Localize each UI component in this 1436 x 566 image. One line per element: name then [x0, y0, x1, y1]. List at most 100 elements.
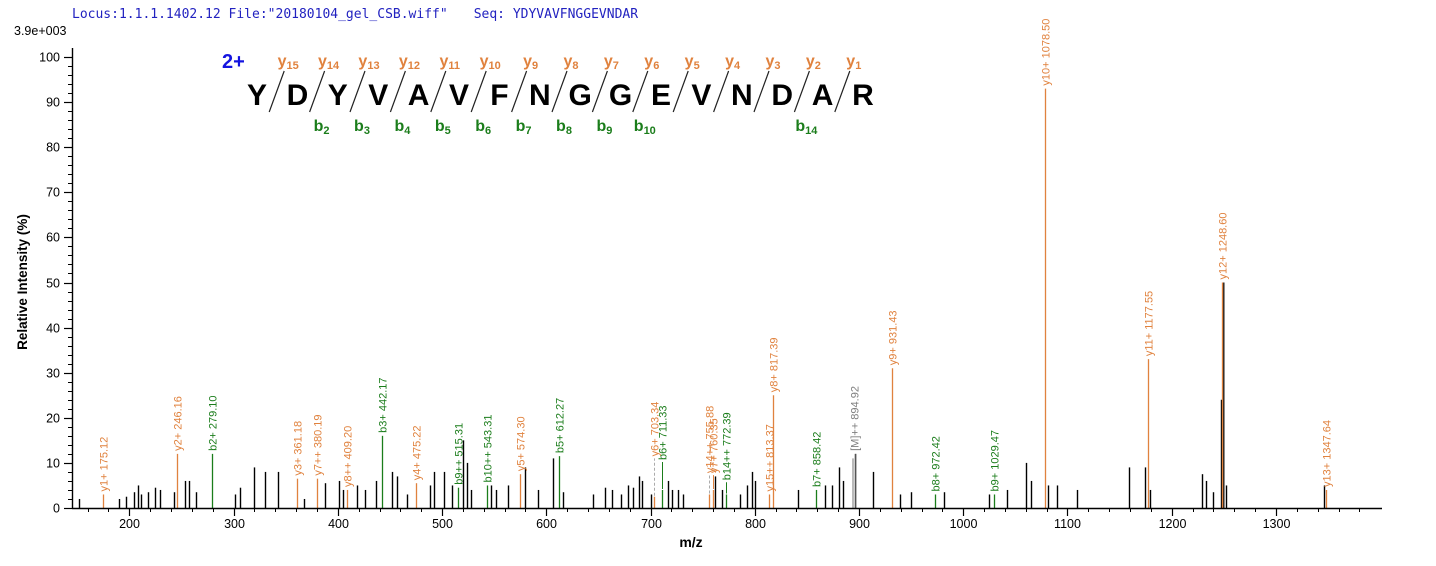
peak-label: b7+ 858.42: [812, 432, 824, 487]
fragment-slash: [753, 70, 770, 113]
residue-letter: V: [449, 79, 469, 112]
y-ion-mark: y7: [604, 53, 619, 72]
fragment-slash: [672, 70, 689, 113]
peak-label: b2+ 279.10: [208, 396, 220, 451]
fragment-slash: [511, 70, 528, 113]
peak-label: [M]++ 894.92: [850, 386, 862, 451]
labeled-peaks: y1+ 175.12 y2+ 246.16 b2+ 279.10 y3+ 361.18…: [99, 19, 1334, 508]
x-tick-label: 200: [119, 517, 140, 531]
x-tick-label: 1000: [950, 517, 978, 531]
residue-letter: E: [651, 79, 671, 112]
y-tick-label: 90: [46, 96, 60, 110]
labeled-peak-y13: y13+ 1347.64: [1322, 420, 1334, 508]
x-tick-label: 500: [432, 517, 453, 531]
labeled-peak-y14: y14++ 755.88: [705, 406, 717, 508]
labeled-peak-b2: b2+ 279.10: [208, 396, 220, 508]
y-ion-mark: y12: [399, 53, 420, 72]
fragment-slash: [632, 70, 649, 113]
fragment-slash: [793, 70, 810, 113]
y-ion-mark: y8: [563, 53, 578, 72]
fragment-slash: [430, 70, 447, 113]
residue-letter: D: [771, 79, 793, 112]
residue-letter: A: [812, 79, 834, 112]
y-ion-mark: y4: [725, 53, 741, 72]
labeled-peak-y10: y10+ 1078.50: [1041, 19, 1053, 508]
peak-label: y2+ 246.16: [173, 396, 185, 451]
labeled-peak-b14: b14++ 772.39: [722, 412, 734, 508]
x-tick-label: 800: [745, 517, 766, 531]
labeled-peak-y3: y3+ 361.18: [293, 421, 305, 508]
b-ion-mark: b8: [556, 118, 572, 137]
x-tick-label: 1300: [1263, 517, 1291, 531]
b-ion-mark: b3: [354, 118, 370, 137]
peak-label: y5+ 574.30: [516, 416, 528, 471]
unlabeled-peaks: [78, 399, 1326, 508]
labeled-peak-y2: y2+ 246.16: [173, 396, 185, 508]
peak-label: b3+ 442.17: [378, 377, 390, 432]
labeled-peak-b9: b9++ 515.31: [454, 423, 466, 508]
peak-label: y10+ 1078.50: [1041, 19, 1053, 86]
residue-letter: G: [569, 79, 592, 112]
fragment-slash: [591, 70, 608, 113]
labeled-peak-y7: y7++ 380.19: [313, 415, 325, 508]
b-ion-mark: b4: [394, 118, 411, 137]
b-ion-mark: b14: [795, 118, 818, 137]
fragment-slash: [389, 70, 406, 113]
residue-letter: N: [731, 79, 753, 112]
y-tick-label: 30: [46, 367, 60, 381]
labeled-peak-y7: y7+ 760.35: [709, 418, 721, 508]
header: Locus:1.1.1.1402.12 File:"20180104_gel_C…: [72, 7, 638, 22]
y-ion-mark: y14: [318, 53, 340, 72]
y-tick-label: 100: [39, 51, 60, 65]
sequence-header-text: Seq: YDYVAVFNGGEVNDAR: [473, 7, 639, 22]
labeled-peak-y15: y15++ 813.37: [765, 424, 777, 508]
y-tick-label: 80: [46, 141, 60, 155]
labeled-peak-y5: y5+ 574.30: [516, 416, 528, 508]
precursor-charge-label: 2+: [222, 51, 245, 73]
fragment-slash: [713, 70, 730, 113]
axes: 200 300 400 500 600 700 800 900 1000 1100 1200 1300…: [15, 48, 1382, 550]
labeled-peak-y8: y8+ 817.39: [769, 338, 781, 508]
peak-label: b6+ 711.33: [658, 405, 670, 460]
peak-label: b10++ 543.31: [483, 415, 495, 483]
peak-label: y12+ 1248.60: [1218, 213, 1230, 280]
peak-label: y15++ 813.37: [765, 424, 777, 491]
peak-label: b5+ 612.27: [555, 398, 567, 453]
b-ion-mark: b9: [596, 118, 612, 137]
y-tick-label: 10: [46, 457, 60, 471]
fragment-slash: [551, 70, 568, 113]
x-axis-title: m/z: [679, 534, 702, 550]
peak-label: y14++ 755.88: [705, 406, 717, 473]
labeled-peak-b6: b6+ 711.33: [658, 405, 670, 508]
y-ion-mark: y10: [480, 53, 501, 72]
labeled-peak-b10: b10++ 543.31: [483, 415, 495, 508]
peak-label: y8++ 409.20: [343, 426, 355, 487]
labeled-peak-b5: b5+ 612.27: [555, 398, 567, 508]
y-tick-label: 40: [46, 322, 60, 336]
y-ion-mark: y15: [278, 53, 299, 72]
y-tick-label: 70: [46, 186, 60, 200]
b-ion-mark: b10: [634, 118, 656, 137]
b-ion-mark: b7: [516, 118, 532, 137]
residue-letter: V: [691, 79, 711, 112]
labeled-peak-b7: b7+ 858.42: [812, 432, 824, 508]
x-tick-label: 1200: [1159, 517, 1187, 531]
x-tick-label: 300: [224, 517, 245, 531]
y-ion-mark: y5: [685, 53, 700, 72]
peak-label: b9++ 515.31: [454, 423, 466, 485]
residue-letter: Y: [328, 79, 348, 112]
x-tick-label: 1100: [1054, 517, 1081, 531]
labeled-peak-y9: y9+ 931.43: [888, 310, 900, 508]
y-tick-label: 60: [46, 231, 60, 245]
fragment-slash: [309, 70, 326, 113]
y-tick-label: 50: [46, 277, 60, 291]
x-tick-label: 600: [536, 517, 557, 531]
residue-letter: Y: [247, 79, 267, 112]
residue-letter: R: [852, 79, 874, 112]
residue-letter: V: [368, 79, 388, 112]
y-ion-mark: y2: [806, 53, 821, 72]
labeled-peak-y6: y6+ 703.34: [650, 402, 662, 508]
